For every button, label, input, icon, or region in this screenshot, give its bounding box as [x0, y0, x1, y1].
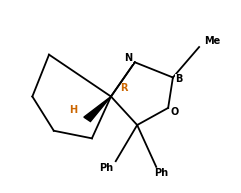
Text: N: N — [124, 53, 132, 63]
Text: Ph: Ph — [99, 163, 113, 173]
Text: Me: Me — [204, 36, 220, 46]
Text: R: R — [120, 83, 128, 93]
Text: H: H — [69, 105, 78, 115]
Polygon shape — [84, 96, 111, 122]
Text: B: B — [175, 74, 183, 84]
Text: O: O — [171, 107, 179, 117]
Text: Ph: Ph — [154, 168, 168, 178]
